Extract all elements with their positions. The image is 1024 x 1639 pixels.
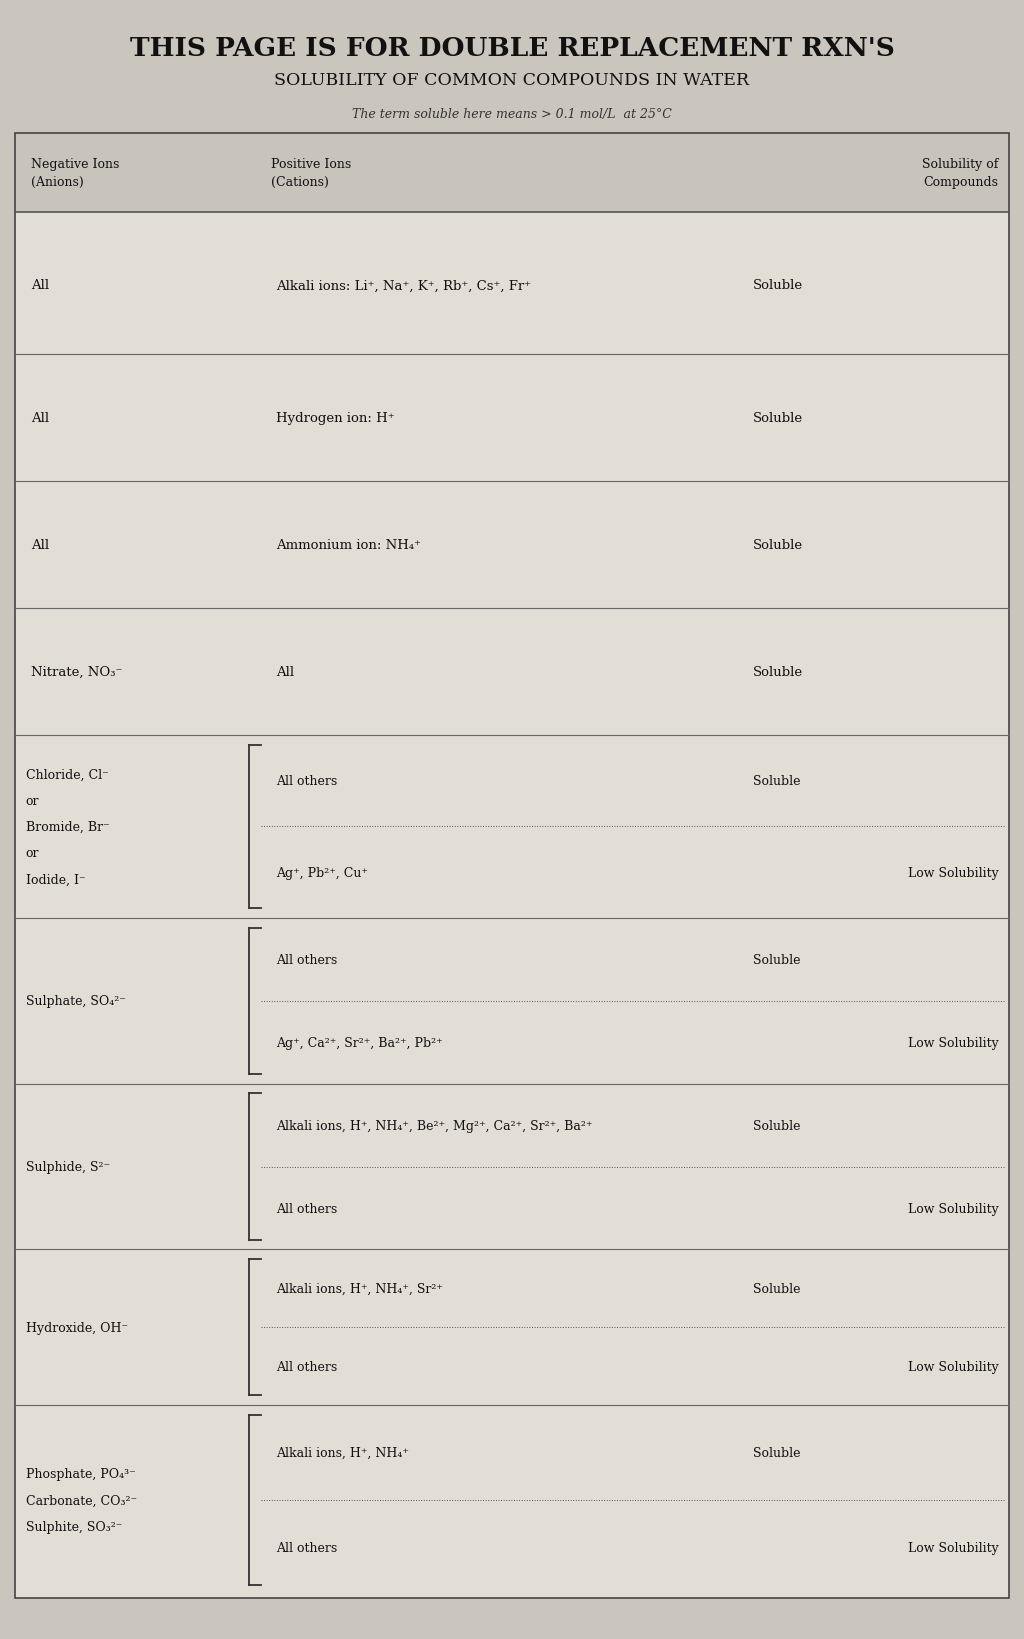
Bar (15, 134, 1009, 1598)
Text: All: All (31, 279, 49, 292)
Text: Low Solubility: Low Solubility (907, 1360, 998, 1373)
Text: Alkali ions, H⁺, NH₄⁺, Sr²⁺: Alkali ions, H⁺, NH₄⁺, Sr²⁺ (276, 1282, 443, 1295)
Text: Alkali ions, H⁺, NH₄⁺, Be²⁺, Mg²⁺, Ca²⁺, Sr²⁺, Ba²⁺: Alkali ions, H⁺, NH₄⁺, Be²⁺, Mg²⁺, Ca²⁺,… (276, 1119, 593, 1133)
Text: Low Solubility: Low Solubility (907, 1541, 998, 1554)
Text: Low Solubility: Low Solubility (907, 1036, 998, 1049)
Text: The term soluble here means > 0.1 mol/L  at 25°C: The term soluble here means > 0.1 mol/L … (352, 108, 672, 121)
Text: All others: All others (276, 1541, 338, 1554)
Text: All others: All others (276, 954, 338, 965)
Text: Low Solubility: Low Solubility (907, 865, 998, 879)
Text: Sulphite, SO₃²⁻: Sulphite, SO₃²⁻ (26, 1519, 122, 1532)
Text: Soluble: Soluble (753, 1282, 800, 1295)
Text: or: or (26, 795, 39, 806)
Text: Soluble: Soluble (753, 411, 803, 425)
Text: Negative Ions
(Anions): Negative Ions (Anions) (31, 159, 119, 188)
Text: Solubility of
Compounds: Solubility of Compounds (922, 159, 998, 188)
Text: or: or (26, 847, 39, 859)
Bar (15, 134, 1009, 213)
Text: Chloride, Cl⁻: Chloride, Cl⁻ (26, 769, 109, 780)
Text: Iodide, I⁻: Iodide, I⁻ (26, 874, 85, 885)
Text: Ag⁺, Pb²⁺, Cu⁺: Ag⁺, Pb²⁺, Cu⁺ (276, 865, 369, 879)
Text: Carbonate, CO₃²⁻: Carbonate, CO₃²⁻ (26, 1493, 137, 1506)
Text: Soluble: Soluble (753, 775, 800, 788)
Text: Bromide, Br⁻: Bromide, Br⁻ (26, 821, 110, 833)
Text: Hydrogen ion: H⁺: Hydrogen ion: H⁺ (276, 411, 395, 425)
Text: Hydroxide, OH⁻: Hydroxide, OH⁻ (26, 1321, 128, 1334)
Text: Soluble: Soluble (753, 279, 803, 292)
Text: Soluble: Soluble (753, 1119, 800, 1133)
Text: Soluble: Soluble (753, 665, 803, 679)
Text: All: All (31, 411, 49, 425)
Text: Ammonium ion: NH₄⁺: Ammonium ion: NH₄⁺ (276, 539, 422, 552)
Text: Sulphate, SO₄²⁻: Sulphate, SO₄²⁻ (26, 995, 126, 1008)
Bar (15, 134, 1009, 1598)
Text: Alkali ions: Li⁺, Na⁺, K⁺, Rb⁺, Cs⁺, Fr⁺: Alkali ions: Li⁺, Na⁺, K⁺, Rb⁺, Cs⁺, Fr⁺ (276, 279, 531, 292)
Text: Sulphide, S²⁻: Sulphide, S²⁻ (26, 1160, 110, 1174)
Text: THIS PAGE IS FOR DOUBLE REPLACEMENT RXN'S: THIS PAGE IS FOR DOUBLE REPLACEMENT RXN'… (130, 36, 894, 61)
Text: Ag⁺, Ca²⁺, Sr²⁺, Ba²⁺, Pb²⁺: Ag⁺, Ca²⁺, Sr²⁺, Ba²⁺, Pb²⁺ (276, 1036, 443, 1049)
Text: All: All (31, 539, 49, 552)
Text: Soluble: Soluble (753, 1446, 800, 1459)
Text: Soluble: Soluble (753, 539, 803, 552)
Text: Nitrate, NO₃⁻: Nitrate, NO₃⁻ (31, 665, 122, 679)
Text: All others: All others (276, 775, 338, 788)
Text: Phosphate, PO₄³⁻: Phosphate, PO₄³⁻ (26, 1467, 135, 1480)
Text: Soluble: Soluble (753, 954, 800, 965)
Text: All others: All others (276, 1360, 338, 1373)
Text: SOLUBILITY OF COMMON COMPOUNDS IN WATER: SOLUBILITY OF COMMON COMPOUNDS IN WATER (274, 72, 750, 89)
Text: All: All (276, 665, 295, 679)
Text: All others: All others (276, 1201, 338, 1214)
Text: Alkali ions, H⁺, NH₄⁺: Alkali ions, H⁺, NH₄⁺ (276, 1446, 410, 1459)
Text: Low Solubility: Low Solubility (907, 1201, 998, 1214)
Text: Positive Ions
(Cations): Positive Ions (Cations) (271, 159, 351, 188)
